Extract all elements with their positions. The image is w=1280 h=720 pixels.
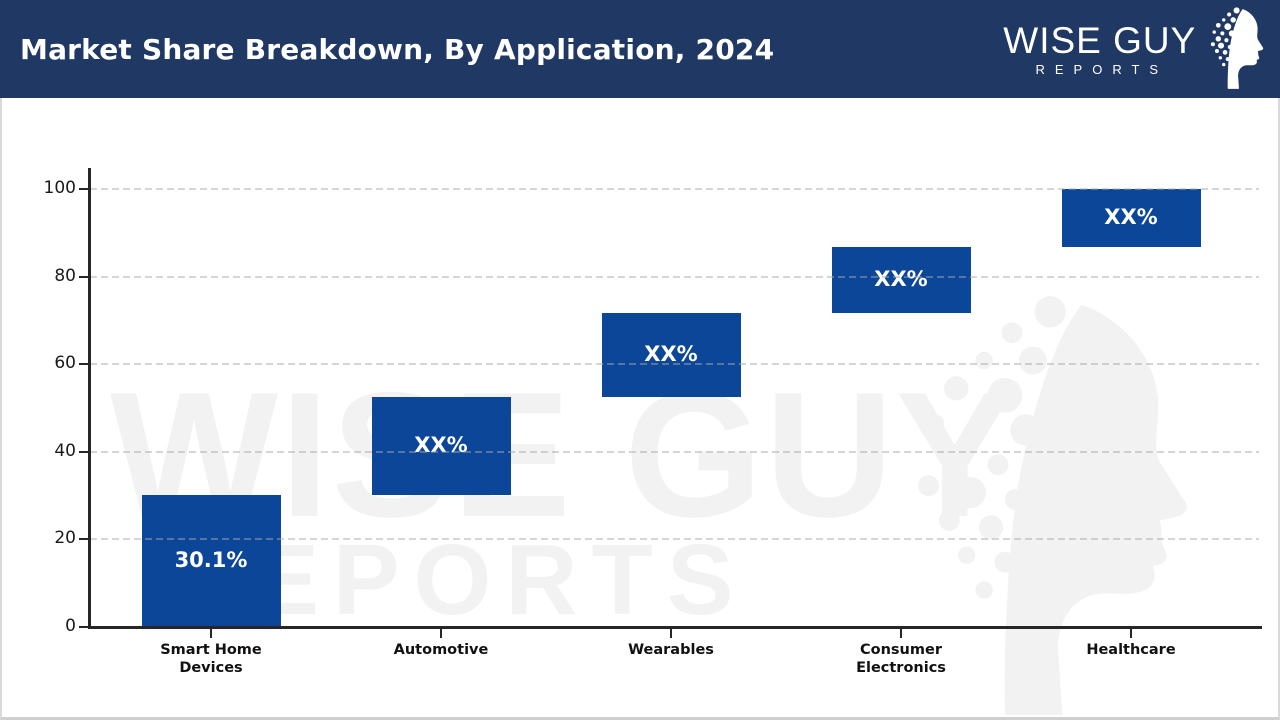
- wise-guy-logo: WISE GUY REPORTS: [1003, 5, 1266, 93]
- gridline-80: [90, 275, 1259, 278]
- y-tick-0: [79, 626, 88, 628]
- y-tick-100: [79, 188, 88, 190]
- x-axis-spine: [88, 626, 1262, 629]
- watermark-head-icon: [918, 296, 1187, 716]
- x-tick-automotive: [440, 629, 442, 638]
- x-tick-healthcare: [1130, 629, 1132, 638]
- y-tick-label-80: 80: [54, 265, 76, 286]
- y-axis-spine: [88, 168, 91, 629]
- logo-wordmark: WISE GUY: [1003, 19, 1197, 61]
- logo-subtitle: REPORTS: [1035, 61, 1169, 77]
- y-tick-label-40: 40: [54, 440, 76, 461]
- x-tick-wearables: [670, 629, 672, 638]
- y-tick-label-20: 20: [54, 528, 76, 549]
- bar-wearables: [601, 313, 741, 397]
- chart-area: WISE GUY REPORTS 30.1% XX% XX% XX% XX%: [0, 98, 1280, 720]
- bar-label-smart-home-devices: 30.1%: [174, 548, 248, 573]
- bar-healthcare: [1061, 189, 1201, 248]
- gridline-60: [90, 363, 1259, 366]
- x-tick-label-healthcare: Healthcare: [1086, 642, 1176, 658]
- bar-label-automotive: XX%: [414, 432, 468, 457]
- x-tick-label-consumer-electronics: Consumer Electronics: [856, 642, 946, 677]
- x-tick-label-wearables: Wearables: [628, 642, 714, 658]
- y-tick-40: [79, 450, 88, 453]
- x-tick-smart-home-devices: [210, 629, 212, 638]
- y-tick-80: [79, 275, 88, 278]
- logo-text: WISE GUY REPORTS: [1003, 22, 1196, 77]
- gridline-40: [90, 450, 1259, 453]
- y-tick-60: [79, 363, 88, 366]
- bar-automotive: [371, 396, 511, 496]
- y-tick-20: [79, 538, 88, 541]
- bar-label-healthcare: XX%: [1104, 205, 1158, 230]
- gridline-20: [90, 538, 1259, 541]
- bar-label-wearables: XX%: [644, 342, 698, 366]
- x-tick-consumer-electronics: [900, 629, 902, 638]
- y-tick-label-60: 60: [54, 353, 76, 374]
- gridline-100: [90, 188, 1259, 190]
- page-title: Market Share Breakdown, By Application, …: [20, 32, 775, 66]
- bar-label-consumer-electronics: XX%: [874, 267, 928, 292]
- y-tick-label-100: 100: [43, 178, 76, 198]
- dotted-head-icon: [1211, 7, 1264, 89]
- y-tick-label-0: 0: [65, 616, 76, 636]
- x-tick-label-smart-home-devices: Smart Home Devices: [160, 642, 262, 677]
- bar-consumer-electronics: [831, 247, 971, 314]
- header-band: Market Share Breakdown, By Application, …: [0, 0, 1280, 98]
- x-tick-label-automotive: Automotive: [393, 642, 489, 658]
- bar-smart-home-devices: [141, 495, 281, 627]
